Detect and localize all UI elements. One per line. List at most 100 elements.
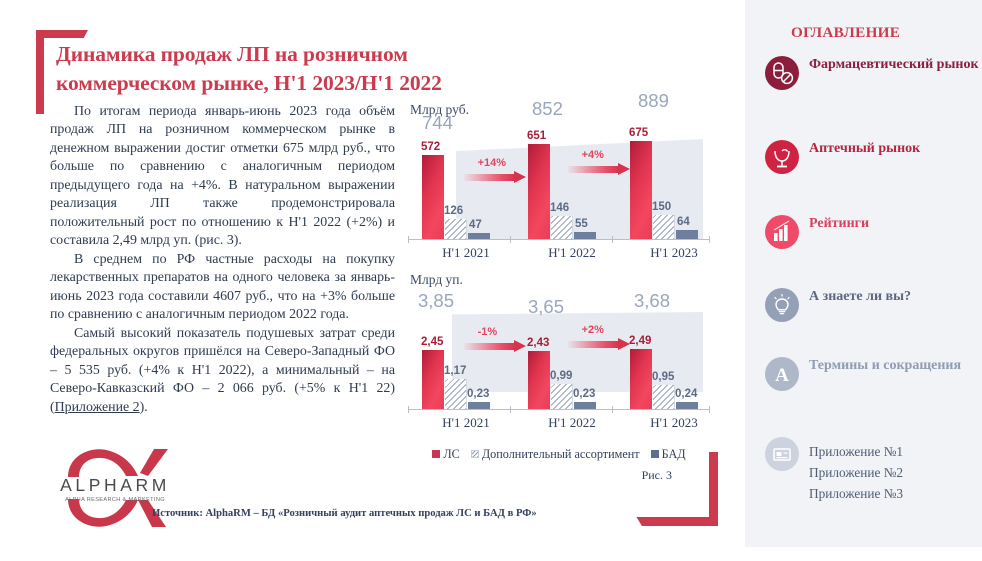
chart-packs-bar-bad-2022 — [574, 402, 596, 409]
chart-rub-bar-extra-2022 — [551, 216, 573, 239]
appendix-2-link[interactable]: Приложение 2 — [54, 399, 140, 415]
legend-item-ls: ЛС — [432, 447, 460, 461]
chart-rub-bar-bad-2023 — [676, 230, 698, 239]
appendix-link-3[interactable]: Приложение №3 — [809, 486, 904, 501]
logo-wordmark: ALPHARM — [60, 475, 170, 495]
toc-heading: ОГЛАВЛЕНИЕ — [791, 24, 901, 41]
lightbulb-icon — [765, 288, 799, 322]
svg-text:A: A — [775, 365, 789, 386]
chart-rub-bar-extra-2023 — [653, 215, 675, 239]
chart-rub-unit-label: Млрд руб. — [410, 102, 469, 117]
chart-packs-label-bad-2022: 0,23 — [573, 388, 596, 400]
chart-packs-bar-extra-2022 — [551, 384, 573, 409]
chart-packs-category-2021: H'1 2021 — [442, 415, 490, 430]
chart-rub-total-2022: 852 — [532, 98, 563, 119]
chart-rub: Млрд руб. 744 852 889 572 126 47 H'1 202… — [406, 90, 712, 267]
paragraph-2: В среднем по РФ частные расходы на покуп… — [50, 251, 395, 323]
bar-chart-icon — [765, 215, 799, 249]
chart-packs-total-2023: 3,68 — [634, 290, 671, 311]
chart-packs-bar-extra-2021 — [445, 379, 467, 409]
chart-rub-plot: 744 852 889 572 126 47 H'1 2021 — [406, 90, 712, 260]
chart-packs-label-ls-2022: 2,43 — [527, 337, 550, 349]
chart-packs-bar-ls-2021 — [422, 350, 444, 409]
chart-packs-group-2023: 2,49 0,95 0,24 H'1 2023 — [628, 297, 720, 430]
pills-icon — [765, 56, 799, 90]
chart-packs-label-extra-2021: 1,17 — [444, 365, 467, 377]
chart-packs-axis — [408, 409, 710, 410]
chart-rub-growth-label-1: +14% — [477, 157, 507, 169]
chart-packs-label-bad-2023: 0,24 — [675, 388, 698, 400]
alpha-symbol-icon — [68, 449, 168, 527]
chart-rub-label-extra-2023: 150 — [652, 201, 672, 213]
alpharm-logo: ALPHARM ALPHA RESEARCH & MARKETING — [48, 443, 180, 529]
chart-rub-label-extra-2022: 146 — [550, 202, 570, 214]
chart-packs-growth-arrow-1: -1% — [464, 326, 526, 352]
chart-rub-bar-bad-2021 — [468, 233, 490, 239]
chart-rub-label-ls-2021: 572 — [421, 141, 441, 153]
chart-rub-bar-ls-2022 — [528, 144, 550, 239]
legend-label-bad: БАД — [661, 447, 686, 461]
paragraph-3-text: Самый высокий показатель подушевых затра… — [50, 325, 395, 415]
chart-rub-growth-label-2: +4% — [581, 149, 604, 161]
legend-swatch-ls-icon — [432, 450, 441, 459]
source-note: Источник: AlphaRM – БД «Розничный аудит … — [152, 508, 537, 519]
chart-packs-label-ls-2023: 2,49 — [629, 335, 652, 347]
bowl-of-hygieia-icon — [765, 140, 799, 174]
chart-rub-bar-extra-2021 — [445, 219, 467, 239]
legend-item-extra: Дополнительный ассортимент — [470, 447, 640, 461]
chart-packs-group-2021: 2,45 1,17 0,23 H'1 2021 — [420, 297, 512, 430]
chart-packs-category-2023: H'1 2023 — [650, 415, 698, 430]
legend-label-extra: Дополнительный ассортимент — [481, 447, 640, 461]
table-of-contents-sidebar: ОГЛАВЛЕНИЕ Фармацевтический рынок — [745, 0, 982, 547]
sidebar-label-pharma-market: Фармацевтический рынок — [809, 57, 979, 72]
corner-accent-top-left — [36, 30, 88, 114]
chart-rub-total-2021: 744 — [422, 112, 453, 133]
chart-rub-bar-ls-2021 — [422, 155, 444, 239]
chart-rub-growth-arrow-2: +4% — [568, 149, 630, 175]
chart-rub-category-2023: H'1 2023 — [650, 245, 698, 260]
appendix-link-2[interactable]: Приложение №2 — [809, 465, 904, 480]
sidebar-label-did-you-know: А знаете ли вы? — [809, 289, 912, 304]
page-bottom-shadow — [0, 547, 982, 561]
sidebar-label-terms: Термины и сокращения — [809, 358, 962, 373]
chart-rub-label-bad-2021: 47 — [469, 219, 482, 231]
sidebar-label-pharmacy-market: Аптечный рынок — [809, 141, 921, 156]
chart-rub-group-2022: 651 146 55 H'1 2022 — [526, 127, 618, 260]
paragraph-1: По итогам периода январь-июнь 2023 года … — [50, 104, 395, 249]
chart-packs-bar-ls-2022 — [528, 351, 550, 409]
chart-packs-label-extra-2022: 0,99 — [550, 370, 573, 382]
chart-rub-label-bad-2022: 55 — [575, 218, 588, 230]
chart-rub-group-2023: 675 150 64 H'1 2023 — [628, 127, 720, 260]
chart-rub-label-bad-2023: 64 — [677, 216, 690, 228]
logo-tagline: ALPHA RESEARCH & MARKETING — [65, 497, 165, 503]
legend-swatch-extra-icon — [470, 450, 479, 459]
chart-packs-growth-label-1: -1% — [477, 326, 498, 338]
chart-packs-plot: 3,85 3,65 3,68 2,45 1,17 0,23 H'1 2021 — [406, 290, 712, 430]
chart-packs-bar-bad-2021 — [468, 402, 490, 409]
legend-label-ls: ЛС — [443, 447, 460, 461]
corner-accent-bottom-right — [636, 452, 718, 526]
chart-packs-label-extra-2023: 0,95 — [652, 371, 675, 383]
chart-packs: Млрд уп. 3,85 3,65 3,68 2,45 1,17 0,23 H… — [406, 272, 712, 437]
paragraph-3: Самый высокий показатель подушевых затра… — [50, 325, 395, 417]
chart-rub-total-2023: 889 — [638, 90, 669, 111]
letter-a-icon: A — [765, 357, 799, 391]
article-body: По итогам периода январь-июнь 2023 года … — [50, 103, 395, 417]
chart-packs-total-2021: 3,85 — [418, 290, 455, 311]
chart-rub-label-ls-2023: 675 — [629, 127, 649, 139]
appendix-link-1[interactable]: Приложение №1 — [809, 444, 904, 459]
chart-rub-group-2021: 572 126 47 H'1 2021 — [420, 127, 512, 260]
chart-packs-unit-label: Млрд уп. — [410, 272, 463, 287]
chart-rub-bar-bad-2022 — [574, 232, 596, 239]
chart-rub-label-ls-2022: 651 — [527, 130, 547, 142]
chart-packs-group-2022: 2,43 0,99 0,23 H'1 2022 — [526, 297, 618, 430]
chart-rub-category-2022: H'1 2022 — [548, 245, 596, 260]
legend-item-bad: БАД — [650, 447, 686, 461]
report-page: Динамика продаж ЛП на розничном коммерче… — [0, 0, 982, 547]
legend-swatch-bad-icon — [650, 450, 659, 459]
chart-rub-label-extra-2021: 126 — [444, 205, 464, 217]
figure-number: Рис. 3 — [641, 468, 672, 482]
chart-packs-bar-extra-2023 — [653, 385, 675, 409]
chart-packs-bar-bad-2023 — [676, 402, 698, 409]
chart-packs-bar-ls-2023 — [630, 349, 652, 409]
